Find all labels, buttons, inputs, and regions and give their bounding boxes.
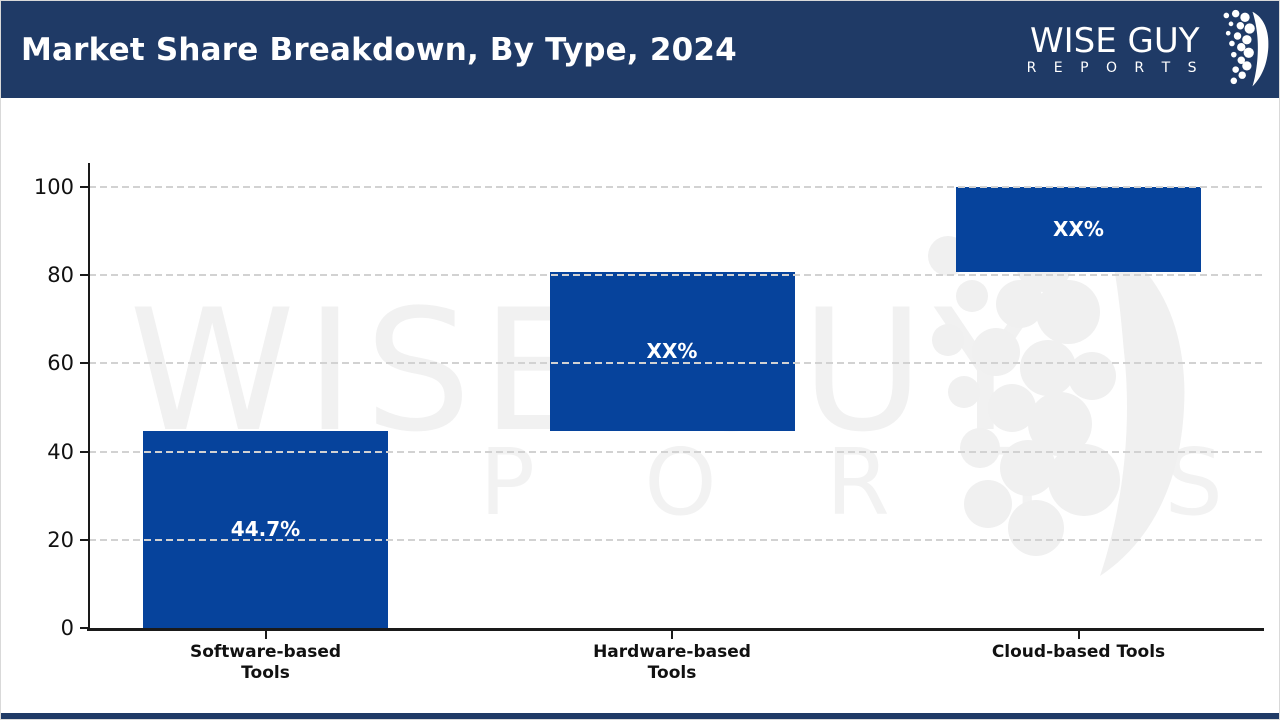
x-tick-label-hardware-based-tools: Hardware-based Tools bbox=[593, 642, 751, 684]
y-tick-label-60: 60 bbox=[47, 351, 74, 376]
gridline-100 bbox=[89, 186, 1264, 188]
y-tick-80 bbox=[80, 274, 88, 277]
bar-value-label: 44.7% bbox=[230, 516, 301, 541]
y-tick-100 bbox=[80, 186, 88, 188]
y-tick-60 bbox=[80, 362, 88, 365]
x-tick-label-software-based-tools: Software-based Tools bbox=[189, 642, 342, 684]
y-axis-spine bbox=[88, 163, 90, 630]
logo: WISE GUY R E P O R T S bbox=[1027, 7, 1273, 93]
gridline-80 bbox=[89, 274, 1264, 277]
gridline-40 bbox=[89, 450, 1264, 453]
x-tick-2 bbox=[671, 630, 673, 639]
logo-face-icon bbox=[1223, 9, 1269, 87]
x-tick-label-cloud-based-tools: Cloud-based Tools bbox=[991, 642, 1166, 662]
x-axis-spine bbox=[87, 628, 1264, 631]
y-tick-label-20: 20 bbox=[47, 527, 74, 552]
y-tick-label-40: 40 bbox=[47, 439, 74, 464]
logo-wordmark: WISE GUY bbox=[1030, 20, 1200, 61]
y-tick-label-80: 80 bbox=[47, 263, 74, 288]
x-tick-3 bbox=[1077, 630, 1080, 639]
y-tick-label-100: 100 bbox=[33, 175, 74, 199]
x-tick-1 bbox=[264, 630, 267, 639]
bar-value-label: XX% bbox=[646, 339, 698, 364]
watermark-face-graphic bbox=[928, 220, 1185, 576]
bar-cloud-based-tools[interactable]: XX% bbox=[956, 187, 1201, 273]
gridline-20 bbox=[89, 538, 1264, 541]
bar-software-based-tools[interactable]: 44.7% bbox=[143, 430, 388, 628]
logo-text: WISE GUY R E P O R T S bbox=[1026, 20, 1203, 77]
gridline-60 bbox=[89, 362, 1264, 365]
y-tick-20 bbox=[80, 538, 88, 541]
bar-value-label: XX% bbox=[1053, 217, 1104, 241]
bar-hardware-based-tools[interactable]: XX% bbox=[549, 272, 795, 431]
logo-subtitle: R E P O R T S bbox=[1026, 60, 1203, 77]
header: Market Share Breakdown, By Type, 2024 WI… bbox=[1, 1, 1279, 98]
y-tick-40 bbox=[80, 450, 88, 453]
page-title: Market Share Breakdown, By Type, 2024 bbox=[21, 31, 737, 68]
y-tick-0 bbox=[80, 627, 88, 629]
y-tick-label-0: 0 bbox=[60, 616, 74, 640]
footer-bar bbox=[1, 713, 1279, 719]
